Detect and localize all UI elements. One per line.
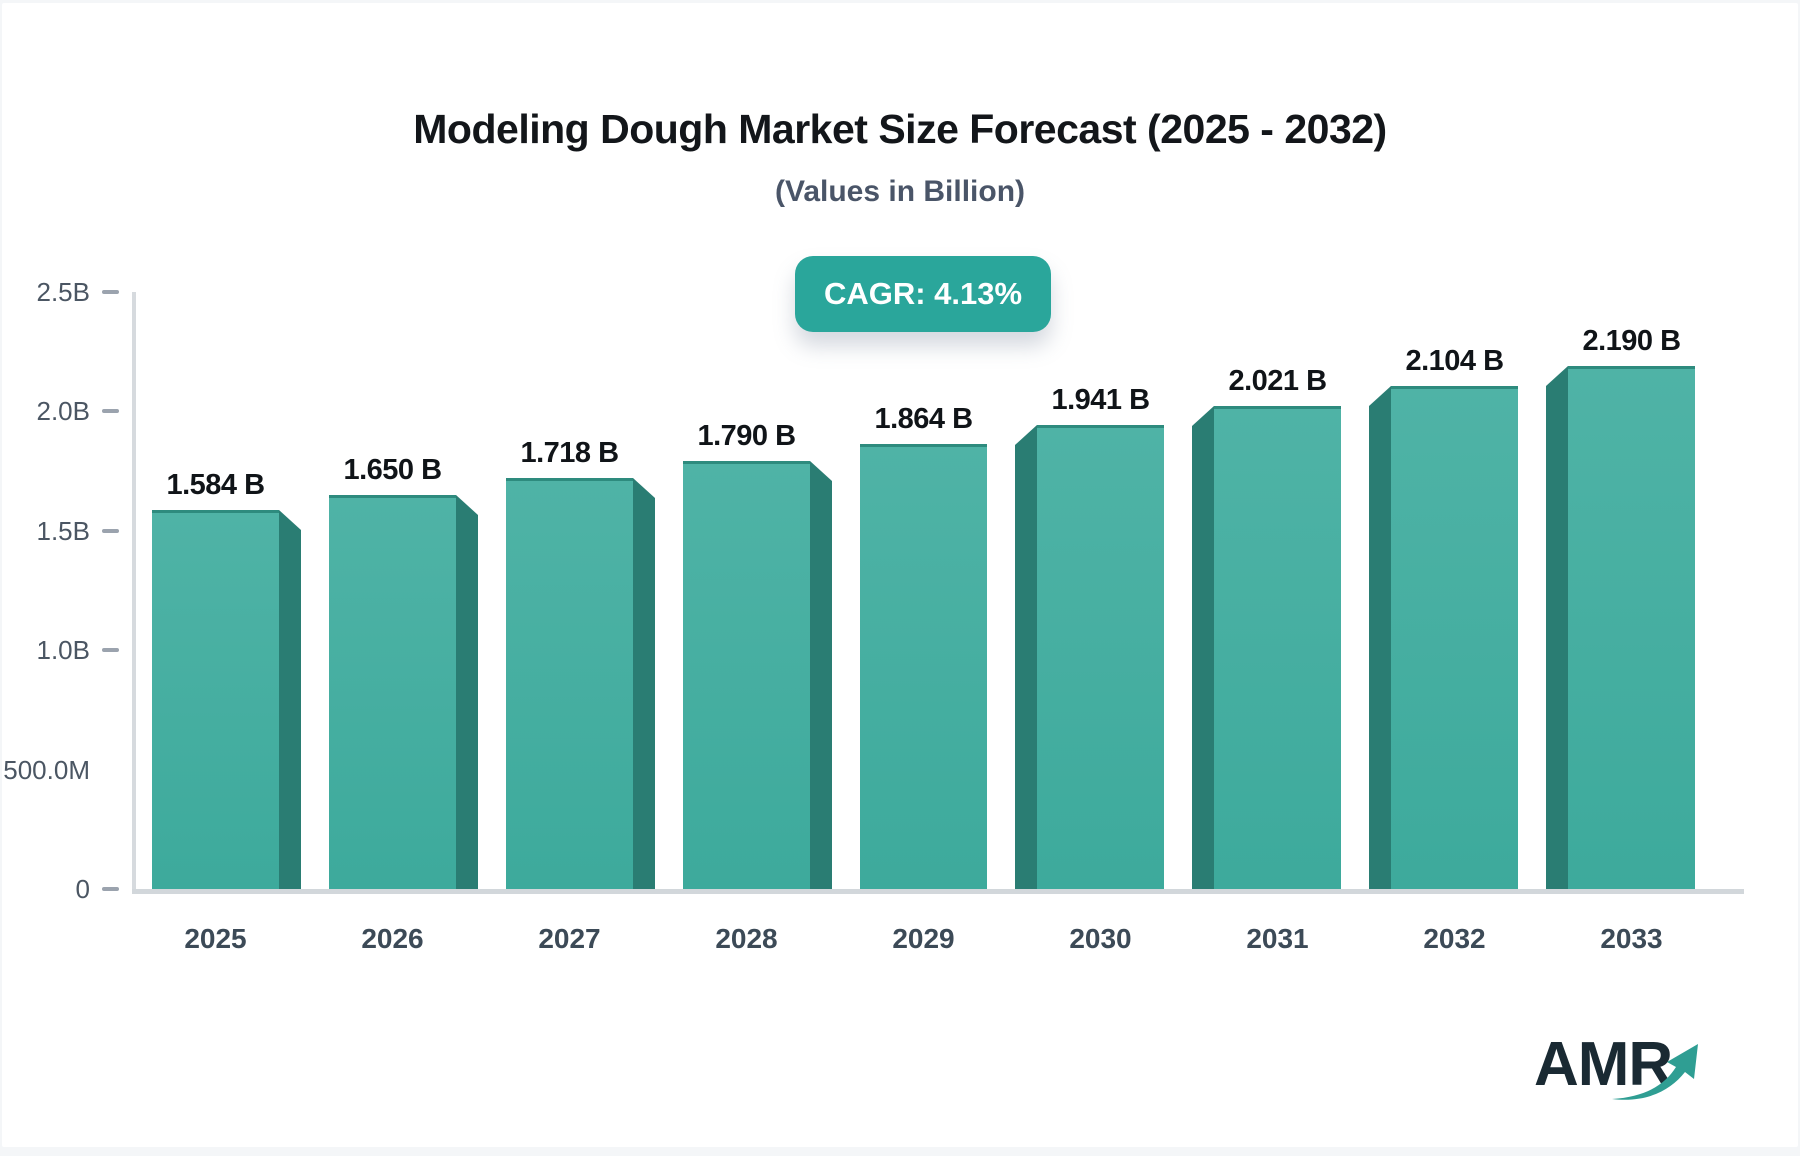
bar-face (1037, 425, 1164, 889)
bar-face (506, 478, 633, 889)
bar-value-label: 1.584 B (166, 469, 265, 501)
x-axis-tick-label: 2028 (715, 923, 778, 954)
bar-face (1391, 386, 1518, 889)
y-axis-tick-label: 2.0B (36, 396, 91, 426)
amr-logo-text: AMR (1534, 1030, 1673, 1099)
y-axis-tick-label: 1.0B (36, 635, 91, 665)
y-axis-tick-label: 2.5B (36, 276, 91, 307)
x-axis-line (132, 889, 1744, 894)
bar-face (152, 510, 279, 889)
bar-value-label: 1.650 B (343, 454, 442, 486)
cagr-badge: CAGR: 4.13% (795, 256, 1051, 332)
bar-value-label: 2.190 B (1582, 325, 1681, 357)
chart-title: Modeling Dough Market Size Forecast (202… (413, 106, 1387, 152)
bar-2025 (152, 510, 301, 889)
x-axis-tick-label: 2033 (1600, 923, 1663, 954)
y-axis-tick-label: 500.0M (3, 754, 90, 785)
y-axis-tick-mark (102, 648, 119, 652)
x-axis-tick-label: 2029 (892, 923, 955, 954)
bar-2029 (860, 444, 987, 889)
y-axis-tick-mark (102, 887, 119, 891)
x-axis-tick-label: 2032 (1423, 923, 1486, 954)
bar-face (329, 495, 456, 889)
bar-value-label: 1.790 B (697, 420, 796, 452)
bar-3d-side (1015, 425, 1037, 889)
bar-value-label: 1.941 B (1051, 384, 1150, 416)
bar-2026 (329, 495, 478, 889)
bar-face (860, 444, 987, 889)
y-axis-tick-label: 0 (75, 874, 90, 904)
x-axis-tick-label: 2025 (184, 923, 247, 954)
bar-3d-side (1546, 366, 1568, 889)
bar-2031 (1192, 406, 1341, 889)
bar-face (1568, 366, 1695, 889)
y-axis-tick-mark (102, 409, 119, 413)
bar-2030 (1015, 425, 1164, 889)
cagr-badge-label: CAGR: 4.13% (823, 276, 1023, 311)
y-axis-tick-label: 1.5B (36, 515, 91, 546)
bar-value-label: 1.718 B (520, 437, 619, 469)
growth-arrow-icon (1612, 1044, 1698, 1100)
chart-card: Modeling Dough Market Size Forecast (202… (2, 3, 1798, 1147)
x-axis-tick-label: 2027 (538, 923, 601, 954)
bar-2032 (1369, 386, 1518, 889)
bar-3d-side (633, 478, 655, 889)
plot-area: 0 500.0M 1.0B 1.5B 2.0B 2.5B 1.584 B 2025 1.650 … (2, 3, 1798, 1147)
bar-2033 (1546, 366, 1695, 889)
bar-2027 (506, 478, 655, 889)
bar-value-label: 2.021 B (1228, 365, 1327, 397)
y-axis-tick-mark (102, 528, 119, 533)
y-axis-tick-mark (102, 289, 119, 294)
bar-3d-side (1192, 406, 1214, 889)
bar-value-label: 1.864 B (874, 403, 973, 435)
bar-face (683, 461, 810, 889)
x-axis-tick-label: 2030 (1069, 923, 1132, 954)
y-axis-line (132, 292, 136, 891)
bar-3d-side (810, 461, 832, 889)
bar-value-label: 2.104 B (1405, 345, 1504, 377)
bar-face (1214, 406, 1341, 889)
amr-logo: AMR (1534, 1029, 1714, 1115)
bar-3d-side (456, 495, 478, 889)
chart-subtitle: (Values in Billion) (774, 175, 1026, 208)
bar-3d-side (279, 510, 301, 889)
x-axis-tick-label: 2031 (1246, 923, 1309, 954)
x-axis-tick-label: 2026 (361, 923, 424, 954)
bar-3d-side (1369, 386, 1391, 889)
bar-2028 (683, 461, 832, 889)
